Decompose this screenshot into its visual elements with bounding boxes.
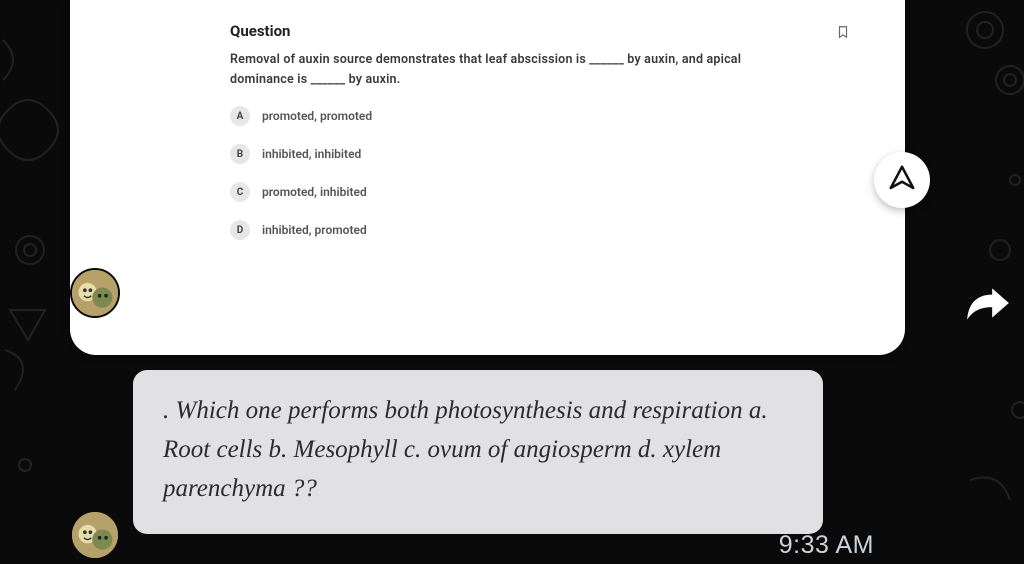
option-letter: D: [230, 220, 250, 240]
option-text: inhibited, inhibited: [262, 147, 361, 161]
forward-button[interactable]: [958, 275, 1018, 335]
chat-message[interactable]: . Which one performs both photosynthesis…: [133, 370, 823, 534]
message-text: . Which one performs both photosynthesis…: [163, 397, 768, 502]
option-text: inhibited, promoted: [262, 223, 367, 237]
option-text: promoted, inhibited: [262, 185, 367, 199]
option-c[interactable]: C promoted, inhibited: [230, 182, 850, 202]
option-a[interactable]: A promoted, promoted: [230, 106, 850, 126]
options-list: A promoted, promoted B inhibited, inhibi…: [230, 106, 850, 240]
message-time: 9:33 AM: [779, 531, 874, 560]
avatar[interactable]: [70, 510, 120, 560]
quiz-card: Question Removal of auxin source demonst…: [70, 0, 905, 355]
option-d[interactable]: D inhibited, promoted: [230, 220, 850, 240]
option-letter: B: [230, 144, 250, 164]
send-button[interactable]: [874, 152, 930, 208]
option-letter: C: [230, 182, 250, 202]
option-b[interactable]: B inhibited, inhibited: [230, 144, 850, 164]
bookmark-icon[interactable]: [836, 24, 850, 38]
option-letter: A: [230, 106, 250, 126]
option-text: promoted, promoted: [262, 109, 372, 123]
question-title: Question: [230, 22, 290, 40]
send-icon: [887, 163, 917, 197]
avatar[interactable]: [70, 268, 120, 318]
forward-icon: [963, 278, 1013, 332]
question-body: Removal of auxin source demonstrates tha…: [230, 50, 750, 90]
